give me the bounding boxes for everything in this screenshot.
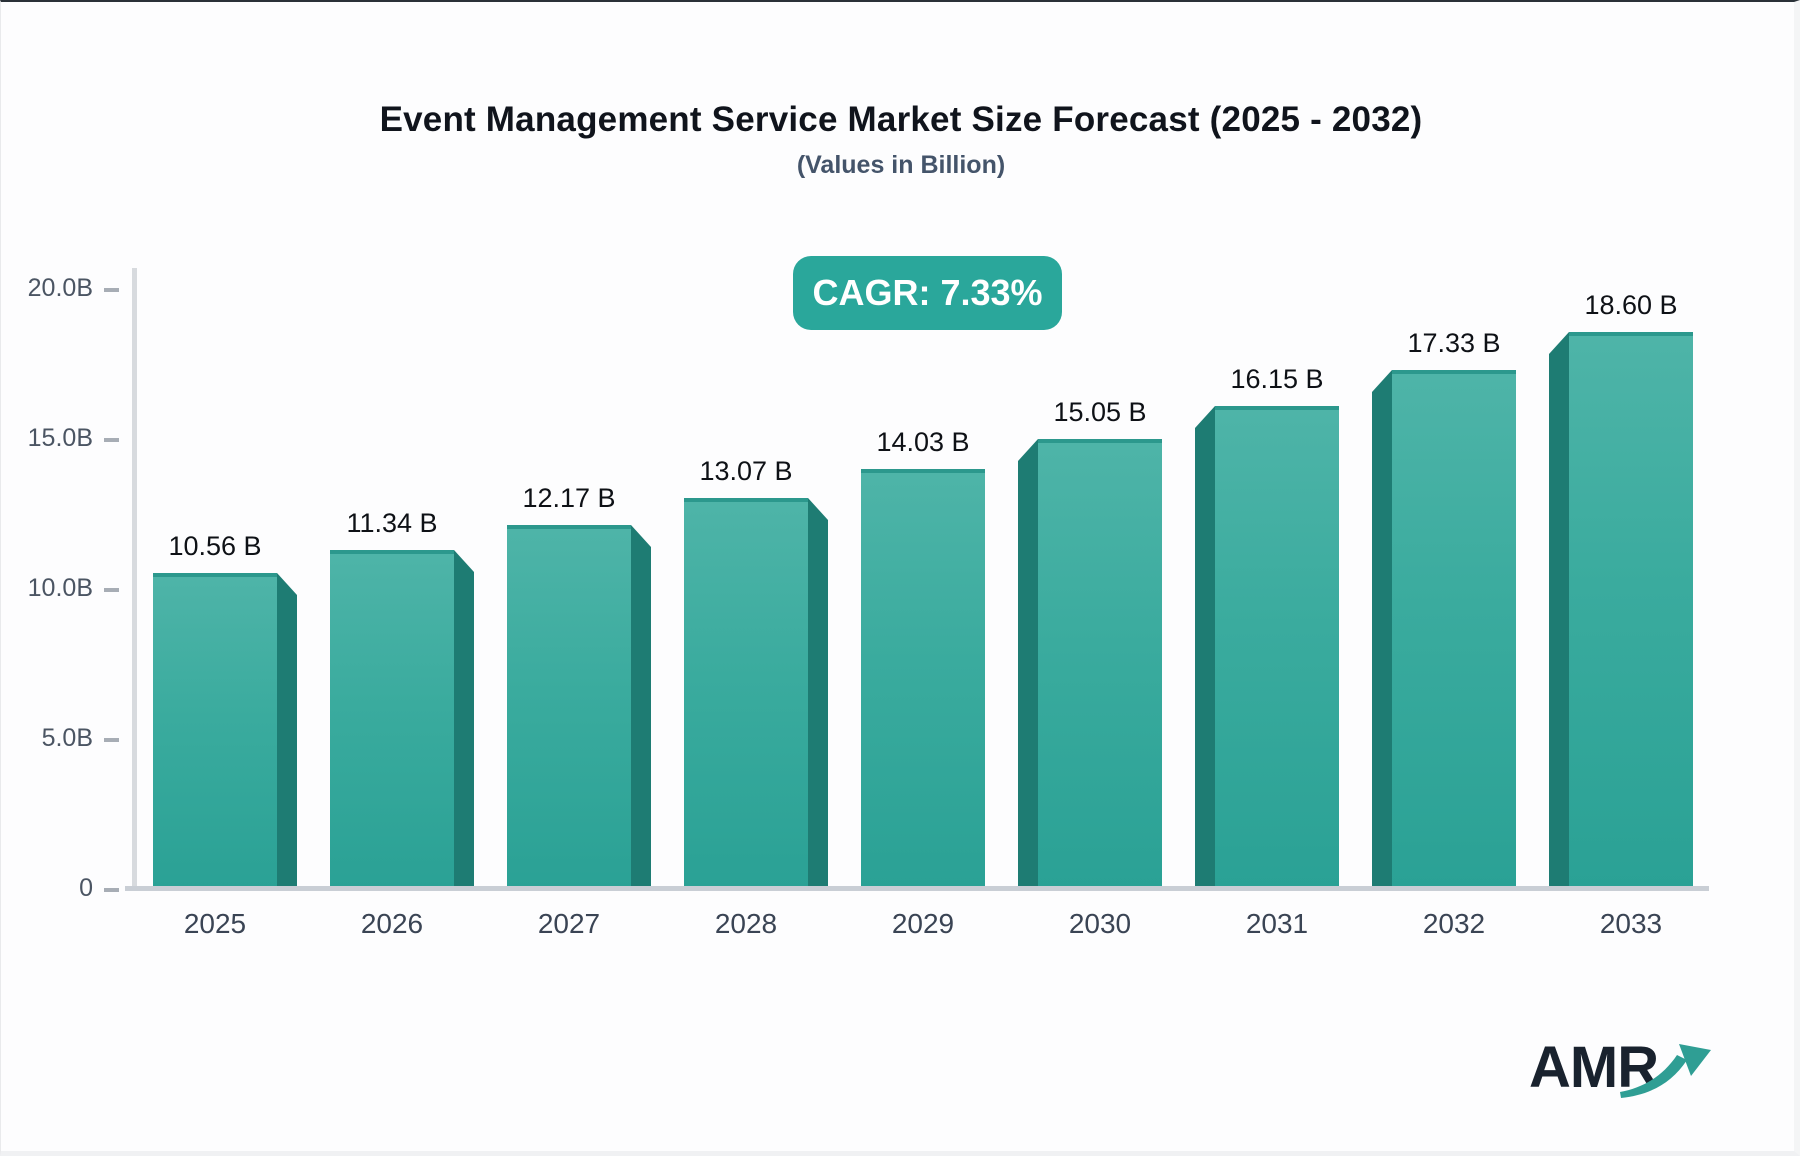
bar-2026 [330,550,454,890]
chart-title: Event Management Service Market Size For… [379,100,1423,139]
y-axis-line [132,268,137,888]
x-axis-label-2026: 2026 [360,908,424,939]
bar-2027 [507,525,631,890]
bar-value-label-2028: 13.07 B [699,456,793,486]
y-axis-tick-label: 5.0B [41,724,93,752]
bar-value-label-2029: 14.03 B [876,427,970,457]
bar-2025 [153,573,277,890]
y-axis-tick-mark [104,288,119,292]
x-axis-line [125,886,1709,891]
y-axis-tick-mark [104,738,119,742]
bar-value-label-2027: 12.17 B [522,483,616,513]
bar-3d-side-2031 [1195,406,1215,890]
y-axis-tick-mark [104,438,119,442]
growth-arrow-icon [1620,1044,1711,1098]
y-axis-tick-label: 10.0B [27,574,93,602]
bar-value-label-2025: 10.56 B [168,531,262,561]
bar-2032 [1392,370,1516,890]
y-axis-tick-label: 0 [79,874,93,902]
y-axis-tick-label: 20.0B [27,274,93,302]
bar-3d-side-2028 [808,498,828,890]
x-axis-label-2027: 2027 [537,908,601,939]
bar-3d-side-2033 [1549,332,1569,890]
bar-value-label-2033: 18.60 B [1584,290,1678,320]
amr-logo: AMR [1529,1034,1729,1114]
x-axis-label-2029: 2029 [891,908,955,939]
bar-3d-side-2030 [1018,439,1038,890]
bar-2030 [1038,439,1162,890]
bar-3d-side-2027 [631,525,651,890]
x-axis-label-2032: 2032 [1422,908,1486,939]
bar-2031 [1215,406,1339,890]
bar-value-label-2031: 16.15 B [1230,364,1324,394]
bar-value-label-2026: 11.34 B [346,508,438,538]
bar-2029 [861,469,985,890]
cagr-badge: CAGR: 7.33% [793,256,1062,330]
x-axis-label-2031: 2031 [1245,908,1309,939]
bar-3d-side-2032 [1372,370,1392,890]
x-axis-label-2030: 2030 [1068,908,1132,939]
x-axis-label-2033: 2033 [1599,908,1663,939]
x-axis-label-2025: 2025 [183,908,247,939]
y-axis-tick-mark [104,588,119,592]
y-axis-tick-mark [104,888,119,892]
x-axis-label-2028: 2028 [714,908,778,939]
bar-value-label-2032: 17.33 B [1407,328,1501,358]
chart-subtitle: (Values in Billion) [796,151,1006,179]
bar-3d-side-2026 [454,550,474,890]
bar-3d-side-2025 [277,573,297,890]
bar-2033 [1569,332,1693,890]
bar-2028 [684,498,808,890]
y-axis-tick-label: 15.0B [27,424,93,452]
bar-value-label-2030: 15.05 B [1053,397,1147,427]
